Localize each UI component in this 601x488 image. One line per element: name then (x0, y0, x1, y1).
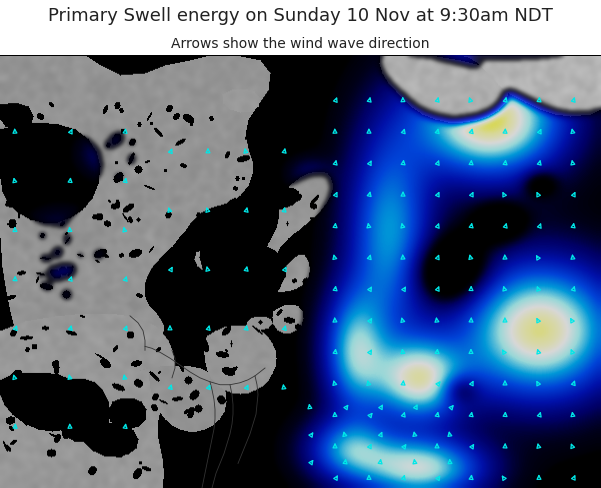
Text: Primary Swell energy on Sunday 10 Nov at 9:30am NDT: Primary Swell energy on Sunday 10 Nov at… (48, 7, 553, 25)
Text: Arrows show the wind wave direction: Arrows show the wind wave direction (171, 37, 430, 51)
